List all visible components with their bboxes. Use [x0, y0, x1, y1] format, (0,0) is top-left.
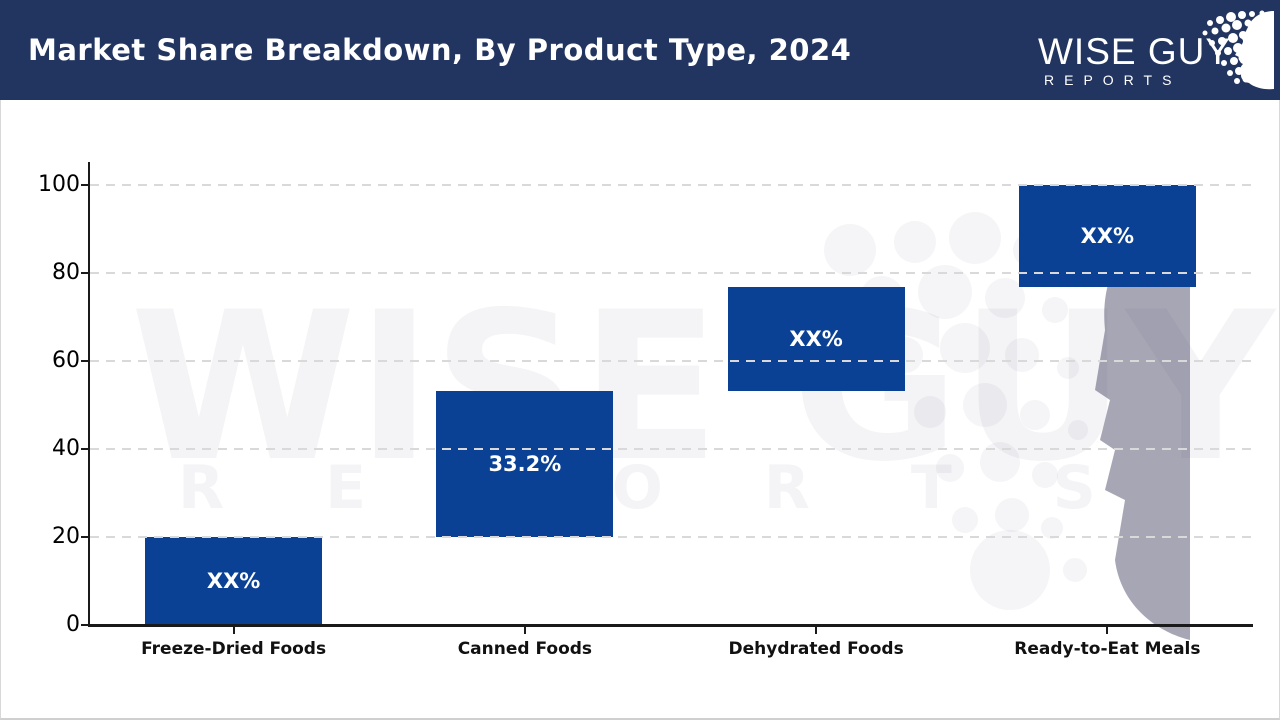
y-tick: [81, 535, 88, 538]
bar-value-label: XX%: [1080, 224, 1135, 249]
y-axis-tick-label: 0: [66, 611, 80, 637]
x-axis-category-label: Ready-to-Eat Meals: [1014, 638, 1201, 659]
gridline-60: [90, 359, 1253, 362]
x-axis-category-label: Dehydrated Foods: [728, 638, 904, 659]
x-tick: [523, 625, 526, 634]
gridline-20: [90, 535, 1253, 538]
y-axis: [88, 162, 90, 627]
y-axis-tick-label: 20: [52, 523, 80, 549]
bar-canned-foods: 33.2%: [436, 390, 614, 537]
header: Market Share Breakdown, By Product Type,…: [0, 0, 1280, 100]
bar-value-label: XX%: [206, 568, 261, 593]
x-axis-category-label: Freeze-Dried Foods: [141, 638, 327, 659]
y-tick: [81, 623, 88, 626]
x-tick: [232, 625, 235, 634]
gridline-100: [90, 184, 1253, 186]
bar-dehydrated-foods: XX%: [727, 287, 905, 391]
bar-freeze-dried-foods: XX%: [145, 536, 323, 625]
y-tick: [81, 184, 88, 186]
x-tick: [1106, 625, 1109, 634]
x-axis: [88, 623, 1253, 627]
y-axis-tick-label: 80: [52, 259, 80, 285]
page-title: Market Share Breakdown, By Product Type,…: [28, 33, 852, 67]
bar-ready-to-eat-meals: XX%: [1018, 185, 1196, 288]
y-axis-tick-label: 100: [38, 172, 80, 197]
x-axis-category-label: Canned Foods: [457, 638, 593, 659]
bar-value-label: 33.2%: [488, 451, 562, 476]
y-axis-tick-label: 60: [52, 347, 80, 373]
y-axis-tick-label: 40: [52, 435, 80, 461]
y-tick: [81, 271, 88, 274]
logo-text-line2: REPORTS: [1044, 72, 1181, 88]
y-tick: [81, 447, 88, 450]
wise-guy-logo: WISE GUY REPORTS: [1038, 10, 1274, 90]
bar-value-label: XX%: [789, 327, 843, 352]
logo-face-icon: [1202, 10, 1274, 90]
gridline-40: [90, 447, 1253, 450]
x-tick: [815, 625, 818, 634]
y-tick: [81, 359, 88, 362]
logo-text-line1: WISE GUY: [1038, 31, 1231, 72]
gridline-80: [90, 271, 1253, 274]
